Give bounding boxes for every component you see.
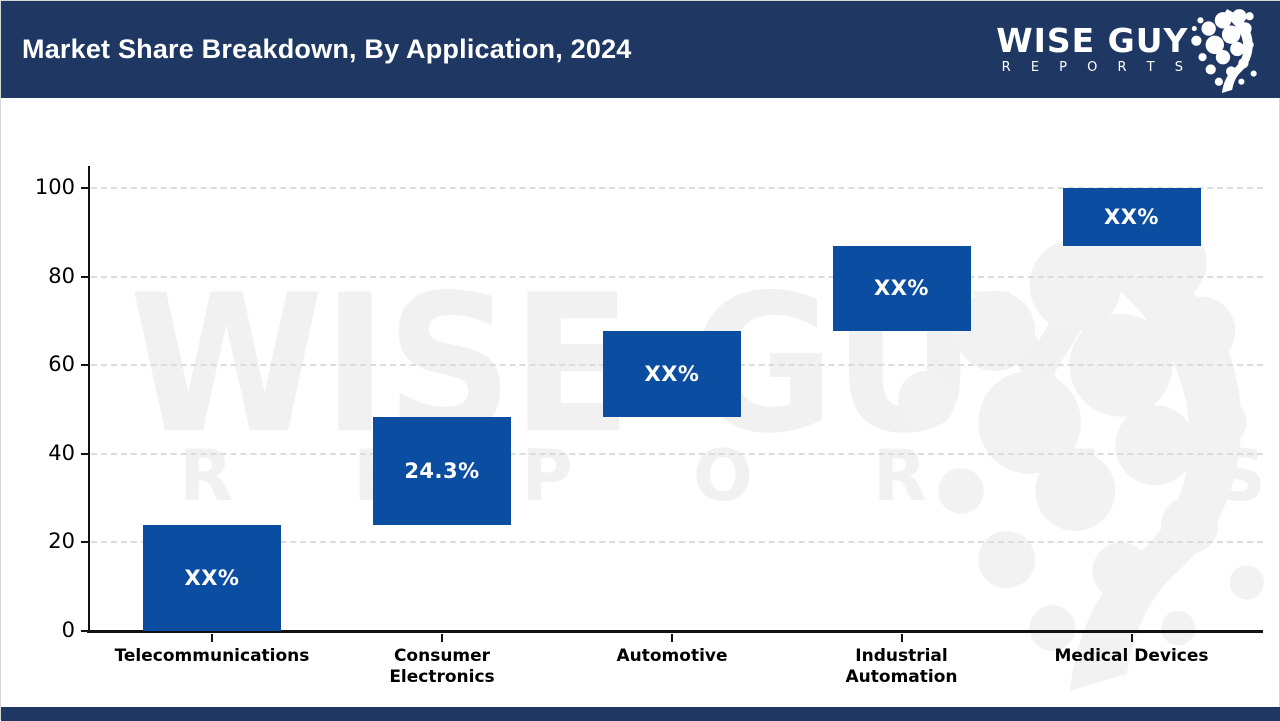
logo-text: WISE GUY R E P O R T S	[994, 21, 1191, 76]
waterfall-bar-4: XX%	[832, 245, 971, 332]
y-tick-label: 0	[61, 618, 75, 642]
waterfall-bar-5: XX%	[1062, 188, 1201, 246]
logo-dotted-head-icon	[1191, 8, 1257, 93]
y-tick-label: 40	[48, 440, 75, 465]
logo-subtitle: R E P O R T S	[1001, 60, 1191, 75]
y-tick-label: 80	[48, 263, 75, 288]
x-axis-line	[87, 630, 1263, 633]
gridline	[91, 452, 1263, 455]
waterfall-bar-2: 24.3%	[373, 417, 511, 526]
y-tick-label: 60	[48, 352, 75, 377]
x-axis-tick	[441, 634, 443, 642]
y-axis-line	[88, 166, 90, 633]
y-axis-tick	[81, 630, 89, 632]
waterfall-bar-1: XX%	[143, 525, 281, 631]
waterfall-bar-3: XX%	[603, 331, 741, 418]
x-category-label: Telecommunications	[114, 646, 310, 666]
gridline	[91, 187, 1263, 189]
gridline	[91, 275, 1263, 278]
x-category-label: Automotive	[616, 646, 728, 666]
watermark-dotted-head-icon	[898, 222, 1264, 691]
y-axis-tick	[81, 187, 89, 189]
x-axis-tick	[671, 634, 673, 642]
wise-guy-logo: WISE GUY R E P O R T S	[994, 6, 1280, 94]
y-axis-tick	[81, 541, 89, 544]
bar-value-label: XX%	[184, 566, 240, 591]
bar-value-label: XX%	[874, 276, 929, 301]
y-tick-label: 20	[48, 529, 75, 554]
y-axis-tick	[81, 452, 89, 455]
waterfall-chart: 0 20 40 60 80 100 XX% Telecommunications 24.3% Co…	[1, 98, 1280, 707]
x-axis-tick	[900, 634, 903, 642]
y-tick-label: 100	[34, 175, 75, 199]
logo-wordmark: WISE GUY	[996, 21, 1189, 60]
bar-value-label: XX%	[1104, 204, 1159, 229]
y-axis-tick	[81, 364, 89, 367]
bar-value-label: XX%	[644, 362, 700, 387]
header-band: Market Share Breakdown, By Application, …	[1, 1, 1280, 98]
footer-band	[1, 707, 1280, 721]
x-category-label: Medical Devices	[1054, 646, 1209, 666]
x-axis-tick	[211, 634, 213, 642]
y-axis-tick	[81, 275, 89, 278]
x-category-label: Industrial Automation	[845, 646, 958, 687]
page-title: Market Share Breakdown, By Application, …	[22, 34, 632, 64]
bar-value-label: 24.3%	[404, 459, 480, 484]
x-category-label: Consumer Electronics	[389, 646, 495, 687]
gridline	[91, 541, 1263, 544]
x-axis-tick	[1130, 634, 1133, 642]
